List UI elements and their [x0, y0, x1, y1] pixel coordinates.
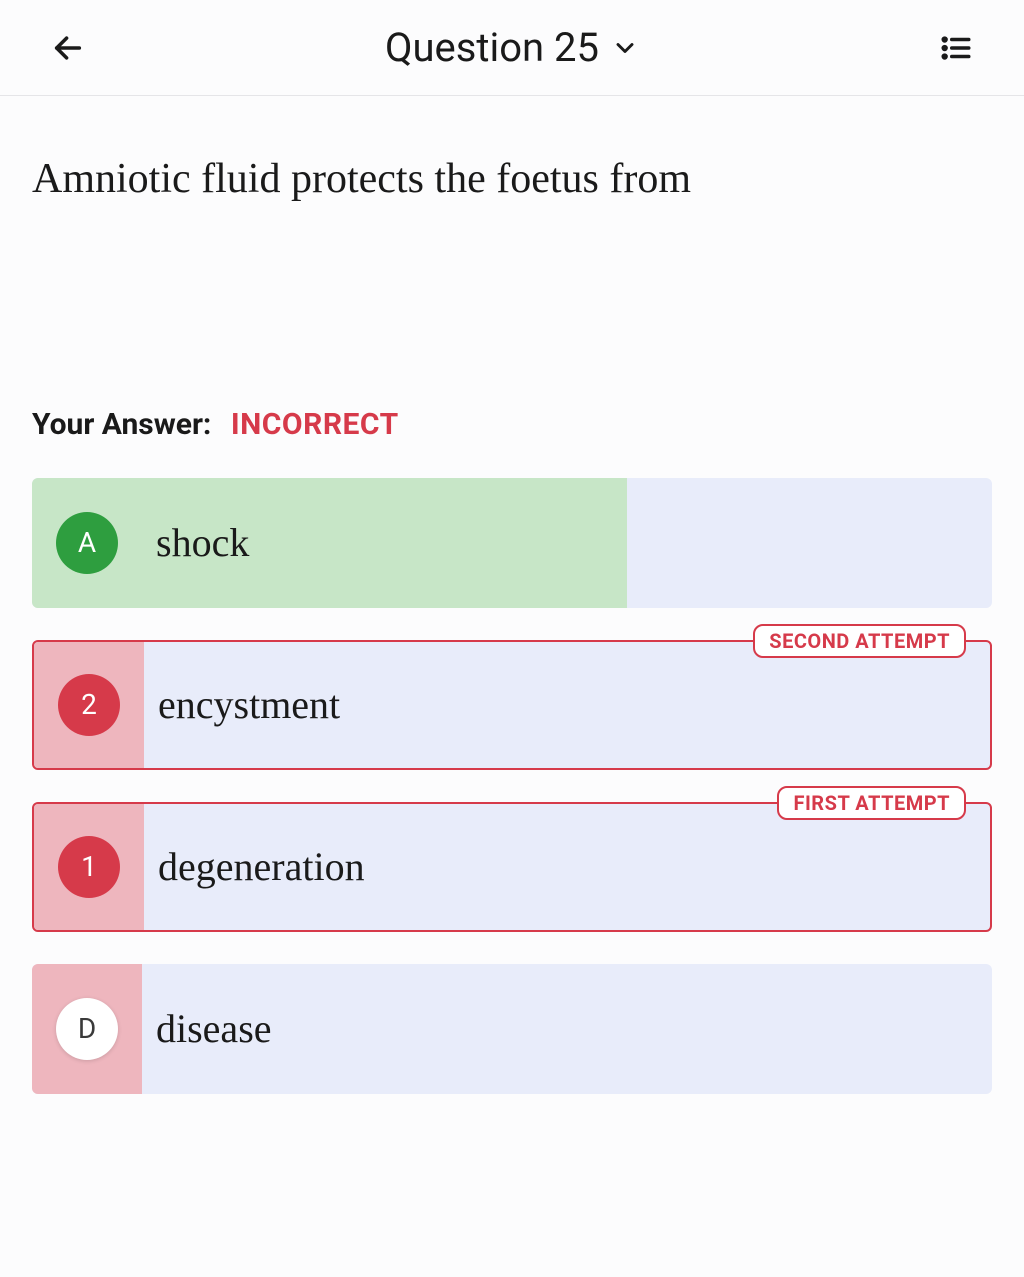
option-text: shock — [156, 519, 249, 566]
option-a[interactable]: A shock — [32, 478, 992, 608]
option-letter: D — [78, 1012, 96, 1045]
option-text: encystment — [158, 681, 340, 728]
page-title: Question 25 — [385, 24, 599, 71]
answer-status: Your Answer: INCORRECT — [32, 407, 992, 442]
option-fill-bar — [32, 478, 627, 608]
chevron-down-icon — [611, 34, 639, 62]
answer-status-value: INCORRECT — [231, 407, 399, 442]
option-b[interactable]: SECOND ATTEMPT 2 encystment — [32, 640, 992, 770]
answer-status-label: Your Answer: — [32, 407, 211, 442]
content: Amniotic fluid protects the foetus from … — [0, 96, 1024, 1094]
attempt-badge: FIRST ATTEMPT — [777, 786, 966, 820]
list-icon — [939, 31, 973, 65]
header: Question 25 — [0, 0, 1024, 96]
back-button[interactable] — [48, 28, 88, 68]
option-letter-circle: D — [56, 998, 118, 1060]
option-letter: A — [78, 526, 96, 559]
option-c[interactable]: FIRST ATTEMPT 1 degeneration — [32, 802, 992, 932]
options-list: A shock SECOND ATTEMPT 2 encystment FIRS… — [32, 478, 992, 1094]
option-letter-circle: 1 — [58, 836, 120, 898]
option-text: degeneration — [158, 843, 365, 890]
question-selector[interactable]: Question 25 — [385, 24, 639, 71]
attempt-badge: SECOND ATTEMPT — [753, 624, 966, 658]
menu-button[interactable] — [936, 28, 976, 68]
option-letter: 2 — [81, 688, 97, 721]
arrow-left-icon — [51, 31, 85, 65]
option-letter-circle: A — [56, 512, 118, 574]
option-d[interactable]: D disease — [32, 964, 992, 1094]
question-text: Amniotic fluid protects the foetus from — [32, 152, 992, 207]
option-text: disease — [156, 1005, 272, 1052]
option-letter-circle: 2 — [58, 674, 120, 736]
option-letter: 1 — [81, 850, 97, 883]
